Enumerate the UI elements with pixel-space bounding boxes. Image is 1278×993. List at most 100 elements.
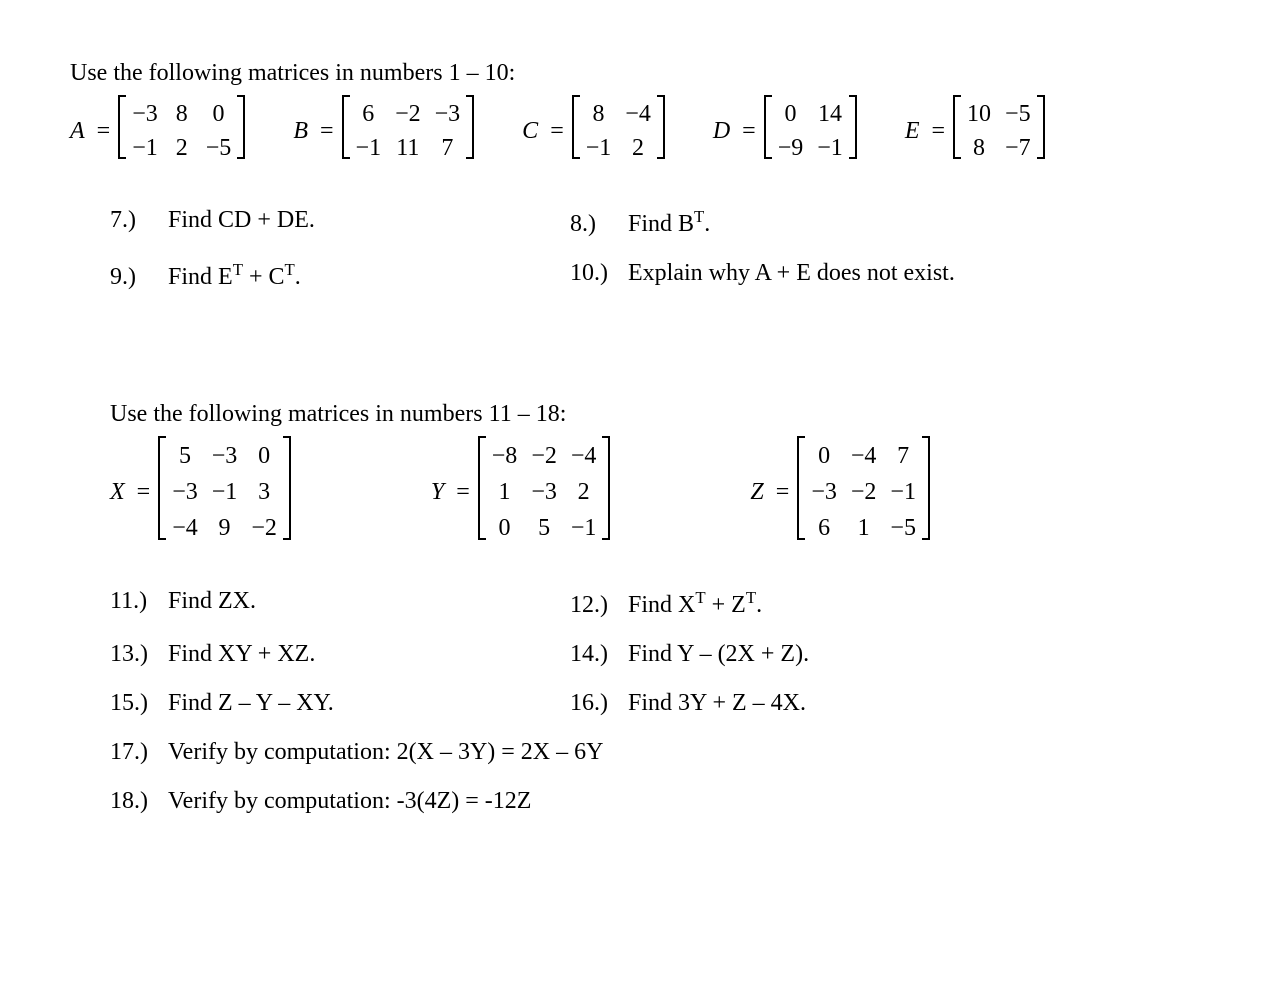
section2-problems: 11.) Find ZX. 12.) Find XT + ZT. 13.) Fi… [70, 588, 1208, 815]
matrix-cell: −1 [571, 515, 597, 542]
matrix-name: C [522, 118, 542, 145]
matrix-cell: 2 [172, 135, 192, 162]
matrix-cell: 0 [814, 443, 834, 470]
bracket-right [602, 436, 610, 540]
matrix-cell: −4 [625, 101, 651, 128]
matrix-Z-eq: Z=0−47−3−2−161−5 [750, 436, 930, 548]
problem-8: 8.) Find BT. [570, 207, 710, 238]
matrix-cell: 1 [854, 515, 874, 542]
matrix-cell: −3 [435, 101, 461, 128]
matrix-cell: 7 [893, 443, 913, 470]
bracket-right [849, 95, 857, 159]
problem-number: 16.) [570, 690, 628, 717]
matrix-name: A [70, 118, 89, 145]
matrix-cell: 8 [969, 135, 989, 162]
matrix-cell: −1 [132, 135, 158, 162]
matrix-cell: −2 [531, 443, 557, 470]
problem-12: 12.) Find XT + ZT. [570, 588, 762, 619]
equals-sign: = [135, 479, 153, 506]
equals-sign: = [95, 118, 113, 145]
matrix-name: D [713, 118, 734, 145]
problem-number: 14.) [570, 641, 628, 668]
matrix: 5−30−3−13−49−2 [158, 436, 291, 548]
matrix-cell: 2 [574, 479, 594, 506]
matrix-cell: −5 [206, 135, 232, 162]
problem-text: Find 3Y + Z – 4X. [628, 690, 806, 717]
equals-sign: = [774, 479, 792, 506]
section2-instruction: Use the following matrices in numbers 11… [70, 401, 1208, 428]
matrix-cell: −4 [851, 443, 877, 470]
problem-text: Find CD + DE. [168, 207, 315, 234]
matrix: 10−58−7 [953, 95, 1045, 167]
matrix-cell: −3 [132, 101, 158, 128]
matrix-grid: 0 −4 7 −3 −2 −1 61 −5 [805, 436, 922, 548]
problem-number: 17.) [110, 739, 168, 766]
matrix-A-eq: A= −3 80 −1 2 −5 [70, 95, 245, 167]
problem-text: Find XT + ZT. [628, 588, 762, 619]
matrix-cell: 10 [967, 101, 991, 128]
matrix-D-eq: D=014−9−1 [713, 95, 857, 167]
matrix-cell: −1 [212, 479, 238, 506]
matrix-cell: 5 [175, 443, 195, 470]
problem-number: 13.) [110, 641, 168, 668]
matrix-cell: −1 [890, 479, 916, 506]
matrix-cell: −3 [531, 479, 557, 506]
bracket-right [922, 436, 930, 540]
problem-7: 7.) Find CD + DE. [110, 207, 570, 238]
matrix-grid: 014−9−1 [772, 95, 849, 167]
bracket-left [953, 95, 961, 159]
problem-15: 15.) Find Z – Y – XY. [110, 690, 570, 717]
matrix-cell: −3 [172, 479, 198, 506]
problem-text: Find XY + XZ. [168, 641, 315, 668]
matrix-cell: −2 [851, 479, 877, 506]
problem-10: 10.) Explain why A + E does not exist. [570, 260, 955, 291]
matrix-B-eq: B=6−2−3−1117 [293, 95, 474, 167]
matrix-cell: 1 [495, 479, 515, 506]
matrix-name: E [905, 118, 924, 145]
bracket-right [657, 95, 665, 159]
problem-text: Explain why A + E does not exist. [628, 260, 955, 287]
equals-sign: = [318, 118, 336, 145]
problem-number: 15.) [110, 690, 168, 717]
matrix: −3 80 −1 2 −5 [118, 95, 245, 167]
matrix-name: Y [431, 479, 448, 506]
matrix-cell: −4 [571, 443, 597, 470]
matrix-cell: 6 [814, 515, 834, 542]
matrix-grid: 10−58−7 [961, 95, 1037, 167]
matrix-cell: −5 [890, 515, 916, 542]
bracket-right [1037, 95, 1045, 159]
matrix-cell: −2 [251, 515, 277, 542]
matrix-cell: −4 [172, 515, 198, 542]
matrix-Y-eq: Y=−8−2−41−3205−1 [431, 436, 611, 548]
matrix-cell: 9 [215, 515, 235, 542]
bracket-right [237, 95, 245, 159]
matrix-cell: 0 [209, 101, 229, 128]
matrix-C-eq: C=8−4−12 [522, 95, 665, 167]
problem-number: 10.) [570, 260, 628, 287]
matrix-grid: 8−4−12 [580, 95, 657, 167]
matrix-cell: 7 [437, 135, 457, 162]
matrix-cell: 0 [780, 101, 800, 128]
bracket-left [158, 436, 166, 540]
matrix-grid: 5−30−3−13−49−2 [166, 436, 283, 548]
problem-number: 11.) [110, 588, 168, 615]
problem-16: 16.) Find 3Y + Z – 4X. [570, 690, 806, 717]
matrix-cell: −3 [811, 479, 837, 506]
section2-matrices: X=5−30−3−13−49−2 Y=−8−2−41−3205−1 Z=0−47… [70, 436, 1208, 548]
matrix: −8−2−41−3205−1 [478, 436, 611, 548]
matrix-cell: 8 [172, 101, 192, 128]
problem-text: Verify by computation: 2(X – 3Y) = 2X – … [168, 739, 603, 766]
problem-text: Find ET + CT. [168, 260, 301, 291]
matrix: 014−9−1 [764, 95, 857, 167]
matrix-E-eq: E=10−58−7 [905, 95, 1045, 167]
matrix-cell: −3 [212, 443, 238, 470]
matrix-name: X [110, 479, 129, 506]
matrix: 8−4−12 [572, 95, 665, 167]
section1-problems: 7.) Find CD + DE. 8.) Find BT. 9.) Find … [70, 207, 1208, 291]
bracket-left [797, 436, 805, 540]
problem-number: 8.) [570, 211, 628, 238]
matrix-cell: 6 [358, 101, 378, 128]
problem-number: 7.) [110, 207, 168, 234]
matrix-cell: 5 [534, 515, 554, 542]
matrix-grid: −3 80 −1 2 −5 [126, 95, 237, 167]
